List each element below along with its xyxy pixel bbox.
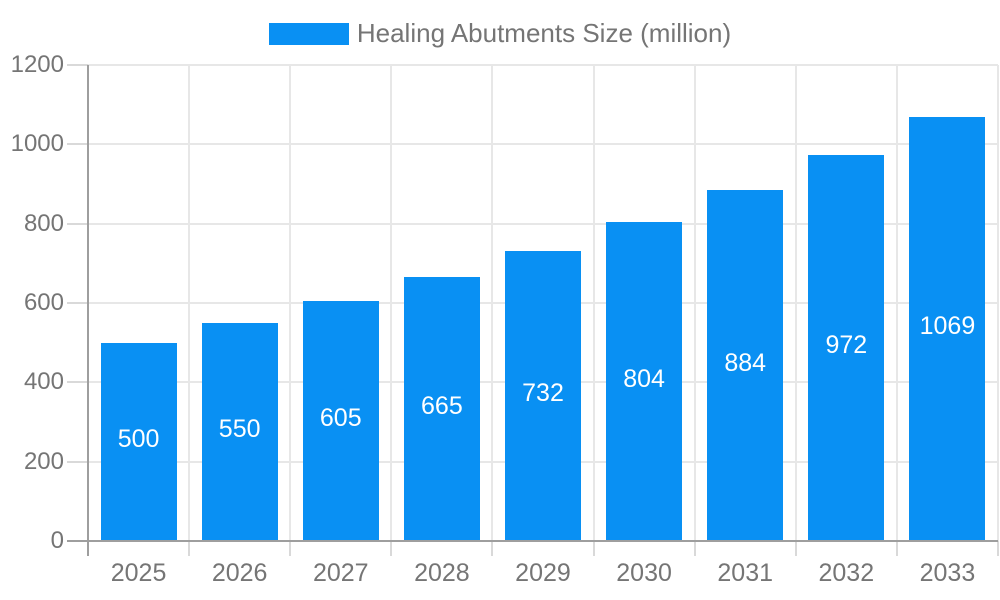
bar-2033[interactable] — [909, 117, 986, 541]
gridline-vertical — [289, 65, 292, 541]
bar-2026[interactable] — [201, 323, 278, 541]
x-axis-tick — [188, 541, 191, 556]
x-axis-tick — [289, 541, 292, 556]
bar-value-label: 732 — [522, 379, 564, 407]
gridline-horizontal — [88, 143, 998, 146]
bar-value-label: 1069 — [919, 312, 976, 340]
y-axis-tick — [67, 460, 88, 463]
y-axis-tick — [67, 222, 88, 225]
gridline-vertical — [491, 65, 494, 541]
gridline-vertical — [693, 65, 696, 541]
bar-2027[interactable] — [302, 301, 379, 541]
x-axis-tick — [693, 541, 696, 556]
bar-value-label: 804 — [623, 364, 665, 393]
gridline-horizontal — [88, 222, 998, 225]
x-axis-label: 2025 — [110, 559, 167, 587]
gridline-vertical — [794, 65, 797, 541]
x-axis-tick — [794, 541, 797, 556]
y-axis-label: 400 — [23, 368, 64, 396]
bar-value-label: 500 — [117, 425, 160, 453]
y-axis-tick — [67, 381, 88, 384]
y-axis-tick — [67, 302, 88, 304]
bar-2031[interactable] — [707, 190, 784, 541]
bar-2030[interactable] — [606, 222, 683, 541]
x-axis-tick — [390, 541, 393, 556]
legend-item[interactable]: Healing Abutments Size (million) — [0, 18, 1000, 49]
gridline-vertical — [592, 65, 595, 541]
x-axis-tick — [491, 541, 494, 556]
y-axis-tick — [67, 64, 88, 66]
x-axis-label: 2030 — [616, 559, 672, 587]
bar-value-label: 884 — [724, 348, 767, 377]
x-axis-label: 2032 — [818, 559, 875, 587]
gridline-vertical — [390, 65, 393, 541]
x-axis-label: 2029 — [515, 559, 571, 587]
x-axis-tick — [592, 541, 595, 556]
bar-value-label: 605 — [319, 404, 362, 432]
y-axis-label: 800 — [23, 209, 64, 237]
legend-swatch — [268, 22, 349, 45]
gridline-vertical — [188, 65, 191, 541]
bar-2025[interactable] — [100, 343, 177, 541]
gridline-vertical — [997, 65, 999, 541]
y-axis-label: 600 — [23, 289, 64, 316]
bar-2029[interactable] — [505, 251, 581, 541]
gridline-horizontal — [88, 64, 998, 66]
x-axis-label: 2026 — [211, 559, 268, 587]
y-axis-tick — [67, 143, 88, 146]
x-axis-label: 2027 — [312, 559, 369, 587]
y-axis-label: 1200 — [10, 51, 64, 78]
bar-2028[interactable] — [403, 277, 480, 541]
legend-label: Healing Abutments Size (million) — [356, 18, 732, 48]
bar-2032[interactable] — [808, 155, 885, 541]
bar-value-label: 972 — [825, 331, 868, 359]
x-axis-label: 2028 — [414, 559, 470, 587]
x-axis-label: 2033 — [919, 559, 976, 587]
x-axis-tick — [997, 541, 999, 556]
gridline-vertical — [895, 65, 898, 541]
bar-value-label: 665 — [421, 392, 463, 420]
x-axis-label: 2031 — [717, 559, 774, 587]
x-axis-tick — [895, 541, 898, 556]
y-axis-label: 1000 — [10, 130, 64, 158]
y-axis-label: 200 — [23, 447, 64, 475]
y-axis-label: 0 — [50, 527, 64, 554]
x-axis-line — [67, 540, 998, 542]
y-axis-line — [87, 65, 89, 556]
bar-value-label: 550 — [218, 415, 261, 443]
